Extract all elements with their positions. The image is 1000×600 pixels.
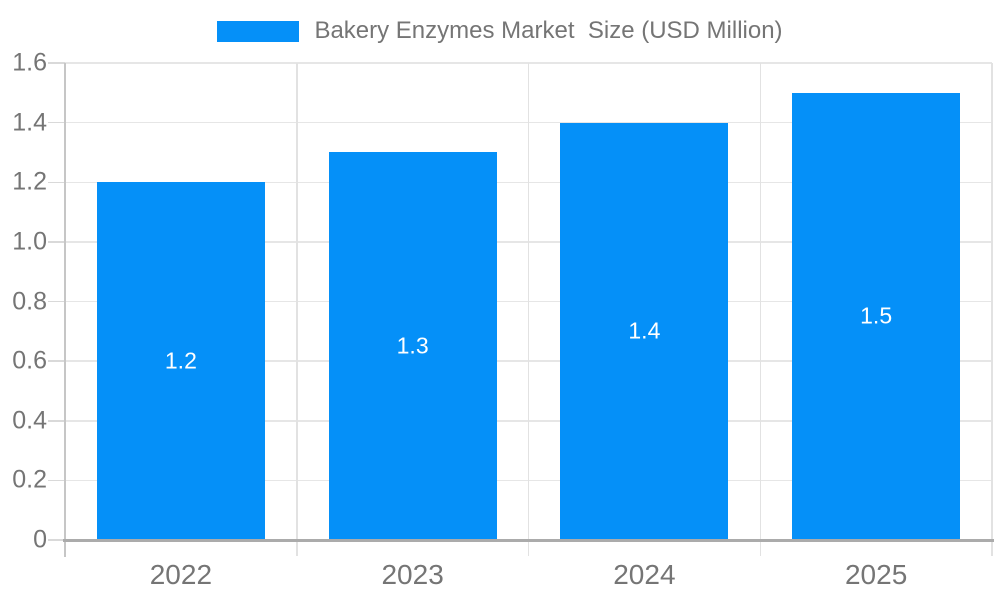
- bar[interactable]: [96, 182, 265, 540]
- y-tick-mark: [48, 420, 65, 422]
- y-tick-label: 1.2: [12, 167, 47, 196]
- bar-value-label: 1.2: [164, 347, 197, 374]
- y-tick-mark: [48, 241, 65, 243]
- bar-value-label: 1.3: [396, 332, 429, 359]
- y-tick-mark: [48, 121, 65, 124]
- y-tick-mark: [48, 479, 65, 482]
- y-tick-mark: [48, 181, 65, 183]
- bar-value-label: 1.4: [628, 317, 661, 344]
- y-tick-label: 0: [33, 525, 47, 554]
- bar[interactable]: [328, 152, 497, 540]
- category-separator: [296, 63, 298, 556]
- category-separator: [991, 63, 993, 556]
- legend: Bakery Enzymes Market Size (USD Million): [0, 17, 1000, 45]
- x-tick-label: 2022: [149, 559, 213, 590]
- bar[interactable]: [560, 122, 729, 540]
- y-tick-mark: [48, 62, 65, 64]
- legend-item[interactable]: Bakery Enzymes Market Size (USD Million): [217, 17, 783, 45]
- category-separator: [759, 63, 761, 556]
- y-tick-label: 0.2: [12, 465, 47, 494]
- y-tick-label: 1.6: [12, 48, 47, 77]
- y-tick-mark: [48, 360, 65, 362]
- bar[interactable]: [792, 92, 961, 540]
- x-tick-label: 2023: [381, 559, 444, 590]
- bar-value-label: 1.5: [860, 302, 893, 329]
- y-tick-mark: [48, 300, 65, 303]
- x-tick-label: 2024: [613, 559, 676, 590]
- x-tick-label: 2025: [844, 559, 908, 590]
- y-axis-line: [64, 63, 66, 557]
- category-separator: [527, 63, 530, 556]
- y-tick-label: 1.4: [12, 108, 47, 137]
- legend-label: Bakery Enzymes Market Size (USD Million): [314, 17, 783, 44]
- y-tick-label: 0.4: [12, 406, 47, 435]
- y-tick-label: 0.6: [12, 346, 47, 375]
- y-tick-label: 0.8: [12, 287, 47, 315]
- y-tick-label: 1.0: [12, 227, 47, 256]
- legend-swatch-icon: [217, 20, 300, 42]
- x-axis-line: [63, 539, 994, 542]
- y-tick-mark: [48, 539, 65, 541]
